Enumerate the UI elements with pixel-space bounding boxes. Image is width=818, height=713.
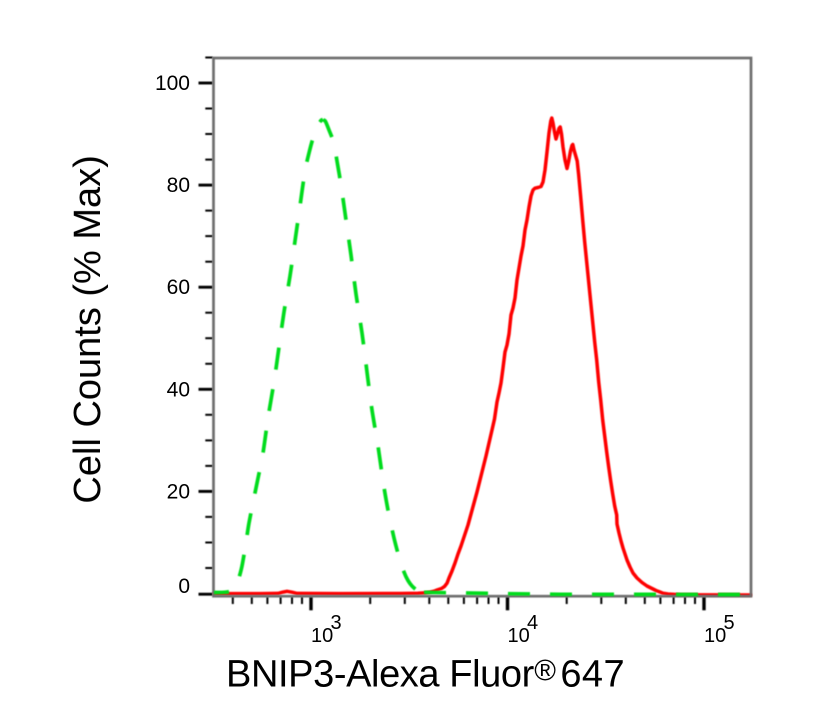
svg-text:40: 40	[167, 378, 190, 401]
svg-text:®: ®	[534, 655, 556, 688]
svg-text:0: 0	[178, 575, 190, 598]
svg-text:BNIP3-Alexa Fluor: BNIP3-Alexa Fluor	[226, 654, 535, 696]
svg-text:20: 20	[167, 480, 190, 503]
svg-text:Cell Counts (% Max): Cell Counts (% Max)	[67, 155, 109, 503]
svg-text:60: 60	[167, 276, 190, 299]
svg-text:647: 647	[560, 654, 625, 696]
svg-text:5: 5	[724, 612, 735, 634]
svg-text:3: 3	[331, 612, 342, 634]
svg-text:10: 10	[508, 625, 530, 647]
svg-text:100: 100	[155, 72, 190, 95]
svg-text:10: 10	[704, 625, 726, 647]
svg-text:10: 10	[311, 625, 333, 647]
svg-text:4: 4	[527, 612, 538, 634]
svg-text:80: 80	[167, 174, 190, 197]
